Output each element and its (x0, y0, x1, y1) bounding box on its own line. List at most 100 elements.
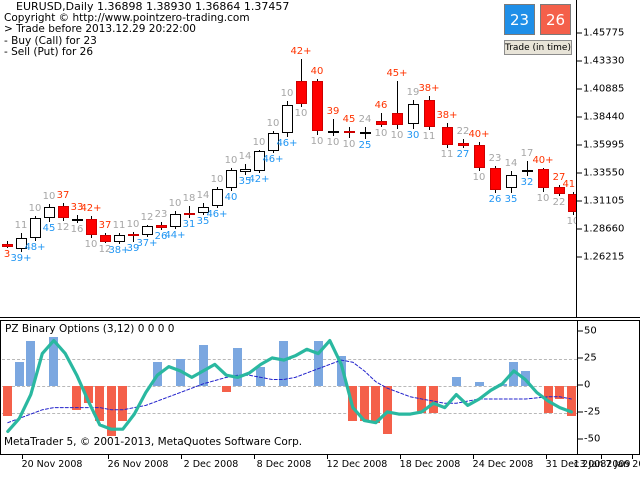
candlestick (99, 0, 111, 316)
candle-wick (188, 205, 190, 219)
trade-in-time-button[interactable]: Trade (in time) (504, 40, 572, 55)
date-tick-label: 8 Dec 2008 (256, 459, 312, 470)
date-tick-mark (601, 455, 602, 459)
candle-body (99, 235, 111, 243)
candle-body (567, 194, 576, 213)
candle-bottom-label: 16 (70, 224, 84, 236)
candlestick (505, 0, 517, 316)
candlestick (155, 0, 167, 316)
candle-wick (132, 231, 134, 243)
histogram-bar (233, 348, 243, 386)
histogram-bar (382, 386, 392, 434)
candle-body (457, 142, 469, 147)
candle-top-label: 38+ (418, 82, 440, 94)
trade-widget: 23 26 Trade (in time) (504, 4, 572, 55)
candle-top-label: 37 (98, 220, 112, 232)
candle-body (505, 174, 517, 189)
candle-top-label: 45 (342, 113, 356, 125)
candle-bottom-label: 27 (456, 149, 470, 161)
metatrader-footer: MetaTrader 5, © 2001-2013, MetaQuotes So… (4, 436, 303, 448)
candle-bottom-label: 10 (310, 135, 324, 147)
candlestick (141, 0, 153, 316)
candle-top-label: 42+ (290, 46, 312, 58)
indicator-lines (6, 339, 573, 433)
indicator-axis: 50 25 0 -25 -50 (578, 321, 640, 456)
candle-wick (380, 112, 382, 127)
candle-top-label: 45+ (386, 67, 408, 79)
candle-body (155, 225, 167, 228)
candlestick (15, 0, 27, 316)
candle-body (407, 103, 419, 125)
candlestick (489, 0, 501, 316)
candle-top-label: 23 (154, 208, 168, 220)
candlestick (327, 0, 339, 316)
histogram-bar (359, 386, 369, 421)
price-tick: 1.43330 (577, 56, 624, 67)
candlestick (553, 0, 565, 316)
date-tick-mark (473, 455, 474, 459)
candlestick (239, 0, 251, 316)
candle-top-label: 40+ (468, 128, 490, 140)
date-tick-mark (546, 455, 547, 459)
histogram-bar (3, 386, 13, 417)
candle-body (295, 80, 307, 105)
candle-top-label: 10 (210, 174, 224, 186)
candle-wick (396, 80, 398, 129)
date-tick-mark (108, 455, 109, 459)
indicator-title: PZ Binary Options (3,12) 0 0 0 0 (5, 323, 175, 335)
candlestick (281, 0, 293, 316)
candlestick (127, 0, 139, 316)
call-signal-box[interactable]: 23 (504, 4, 535, 35)
date-tick-label: 12 Dec 2008 (326, 459, 388, 470)
candle-top-label: 46 (374, 99, 388, 111)
candle-top-label: 10 (42, 191, 56, 203)
candlestick (311, 0, 323, 316)
candlestick (473, 0, 485, 316)
indicator-gridline (2, 413, 577, 414)
date-tick-mark (400, 455, 401, 459)
price-tick: 1.26215 (577, 252, 624, 263)
date-tick-mark (327, 455, 328, 459)
symbol-title: EURUSD,Daily 1.36898 1.38930 1.36864 1.3… (16, 0, 290, 13)
candle-body (343, 131, 355, 134)
put-signal-box[interactable]: 26 (540, 4, 571, 35)
candle-bottom-label: 31 (182, 219, 196, 231)
candle-body (113, 234, 125, 243)
candle-body (29, 218, 41, 239)
candle-body (239, 168, 251, 173)
date-axis: 20 Nov 2008 26 Nov 2008 2 Dec 2008 8 Dec 20… (0, 455, 640, 480)
date-tick-label: 24 Dec 2008 (472, 459, 534, 470)
indicator-axis-separator (577, 321, 578, 454)
candle-body (423, 100, 435, 127)
candle-bottom-label: 39+ (10, 253, 32, 265)
price-tick: 1.35995 (577, 140, 624, 151)
date-tick-label: 20 Nov 2008 (21, 459, 83, 470)
signal-line (6, 339, 573, 433)
candle-bottom-label: 22 (552, 197, 566, 209)
price-tick: 1.45775 (577, 28, 624, 39)
indicator-tick: 0 (578, 380, 590, 391)
histogram-bar (26, 340, 36, 386)
indicator-plot-area[interactable] (2, 322, 577, 455)
date-tick-mark (632, 455, 633, 459)
price-axis-separator (576, 0, 577, 317)
candle-body (391, 112, 403, 126)
candle-body (1, 244, 13, 247)
candlestick (253, 0, 265, 316)
price-plot-area[interactable]: 3 11 39+ 10 48+ 10 45 37 12 33 16 42+ 10 37 12 11 38+ 10 3… (1, 0, 576, 316)
histogram-bar (428, 386, 438, 413)
price-tick: 1.33550 (577, 168, 624, 179)
candle-bottom-label: 26 (154, 230, 168, 242)
histogram-bar (221, 386, 231, 393)
candlestick (113, 0, 125, 316)
histogram-bar (198, 344, 208, 386)
candle-bottom-label: 35 (238, 175, 252, 187)
candle-bottom-label: 10 (84, 238, 98, 250)
candle-bottom-label: 32 (520, 176, 534, 188)
candlestick (29, 0, 41, 316)
candle-bottom-label: 10 (536, 192, 550, 204)
candlestick (183, 0, 195, 316)
trade-before-line: > Trade before 2013.12.29 20:22:00 (4, 23, 196, 35)
candle-top-label: 10 (168, 198, 182, 210)
candle-bottom-label: 26 (488, 194, 502, 206)
